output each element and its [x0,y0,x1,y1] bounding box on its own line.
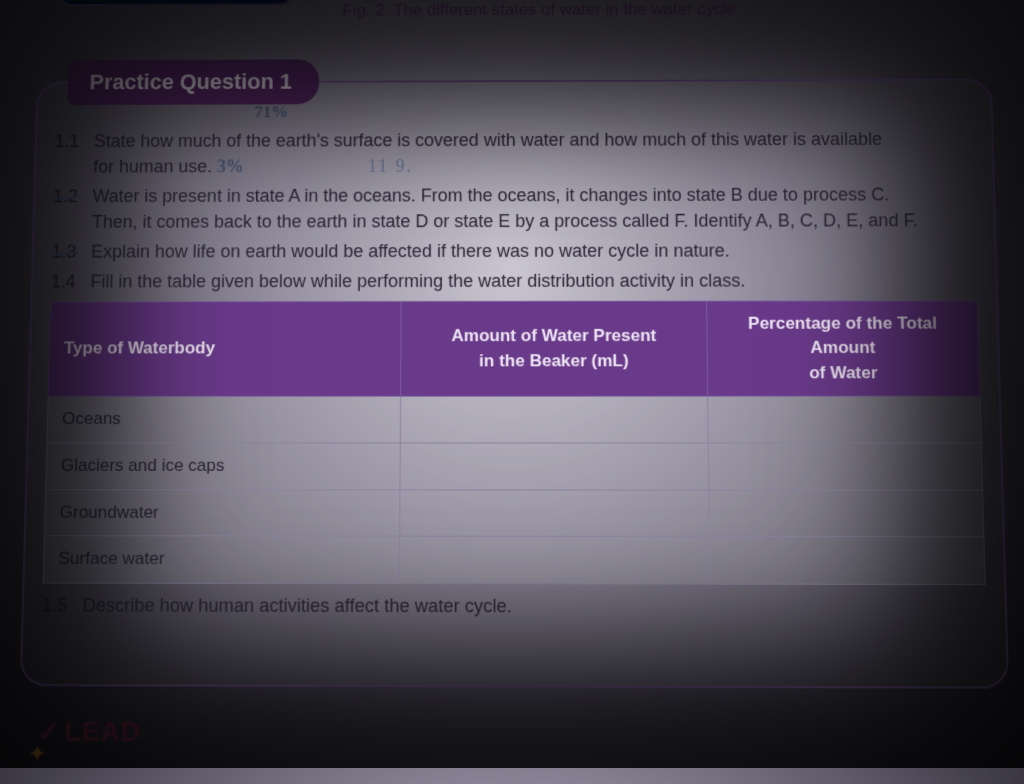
question-text: Describe how human activities affect the… [82,592,986,621]
q1-line2-prefix: for human use. [93,157,212,177]
question-text: Fill in the table given below while perf… [90,268,978,295]
q2-line2: Then, it comes back to the earth in stat… [92,211,918,232]
handwritten-71-percent: 71% [254,102,288,122]
figure-region: Fig. 2: The different states of water in… [47,0,982,64]
handwritten-3-percent: 3% [217,157,244,177]
textbook-page: Fig. 2: The different states of water in… [0,2,1024,784]
cell-type: Glaciers and ice caps [46,443,400,490]
logo-text: LEAD [64,716,141,749]
cell-amount [400,397,709,443]
footer-logo: ✓ LEAD [36,714,141,749]
col-type: Type of Waterbody [48,301,401,397]
figure-caption: Fig. 2: The different states of water in… [342,0,735,20]
cell-percentage [709,490,984,537]
cell-type: Groundwater [44,489,399,536]
table-row: Glaciers and ice caps [46,443,983,490]
q1-line1: State how much of the earth's surface is… [94,129,883,151]
table-row: Surface water [43,536,985,584]
question-text: Water is present in state A in the ocean… [92,182,976,236]
table-row: Oceans [47,397,981,444]
question-number: 1.2 [52,184,93,236]
col-amount: Amount of Water Present in the Beaker (m… [400,301,708,397]
cell-amount [399,537,710,585]
question-2: 1.2 Water is present in state A in the o… [52,182,976,236]
cell-percentage [710,537,985,585]
cell-type: Oceans [47,397,400,443]
question-4: 1.4 Fill in the table given below while … [50,268,977,295]
question-list: 1.1 State how much of the earth's surfac… [42,126,987,621]
cell-percentage [709,443,983,490]
question-number: 1.4 [50,269,90,295]
star-icon: ✦ [27,741,47,768]
cell-percentage [708,397,981,444]
question-text: Explain how life on earth would be affec… [91,238,977,265]
question-text: State how much of the earth's surface is… [93,126,975,180]
question-number: 1.1 [54,128,95,179]
question-1: 1.1 State how much of the earth's surfac… [54,126,975,180]
table-header-row: Type of Waterbody Amount of Water Presen… [48,300,980,396]
table-row: Groundwater [44,489,983,537]
q2-line1: Water is present in state A in the ocean… [92,185,889,207]
cell-amount [399,490,709,537]
question-number: 1.3 [51,239,91,265]
handwritten-scribble: 11 9. [368,156,413,176]
practice-question-box: Practice Question 1 71% 1.1 State how mu… [20,79,1010,689]
question-number: 1.5 [42,592,83,619]
cell-type: Surface water [43,536,399,584]
figure-image-stub [58,0,294,6]
question-3: 1.3 Explain how life on earth would be a… [51,238,977,266]
col-percentage: Percentage of the Total Amount of Water [707,300,980,396]
question-5: 1.5 Describe how human activities affect… [42,592,987,621]
waterbody-table: Type of Waterbody Amount of Water Presen… [43,300,986,585]
practice-heading: Practice Question 1 [67,59,319,105]
cell-amount [400,443,709,490]
